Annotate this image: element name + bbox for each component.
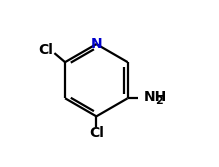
Text: 2: 2 xyxy=(155,96,163,106)
Text: Cl: Cl xyxy=(38,43,53,57)
Text: NH: NH xyxy=(143,90,166,104)
Text: Cl: Cl xyxy=(89,126,104,140)
Text: N: N xyxy=(90,37,102,51)
